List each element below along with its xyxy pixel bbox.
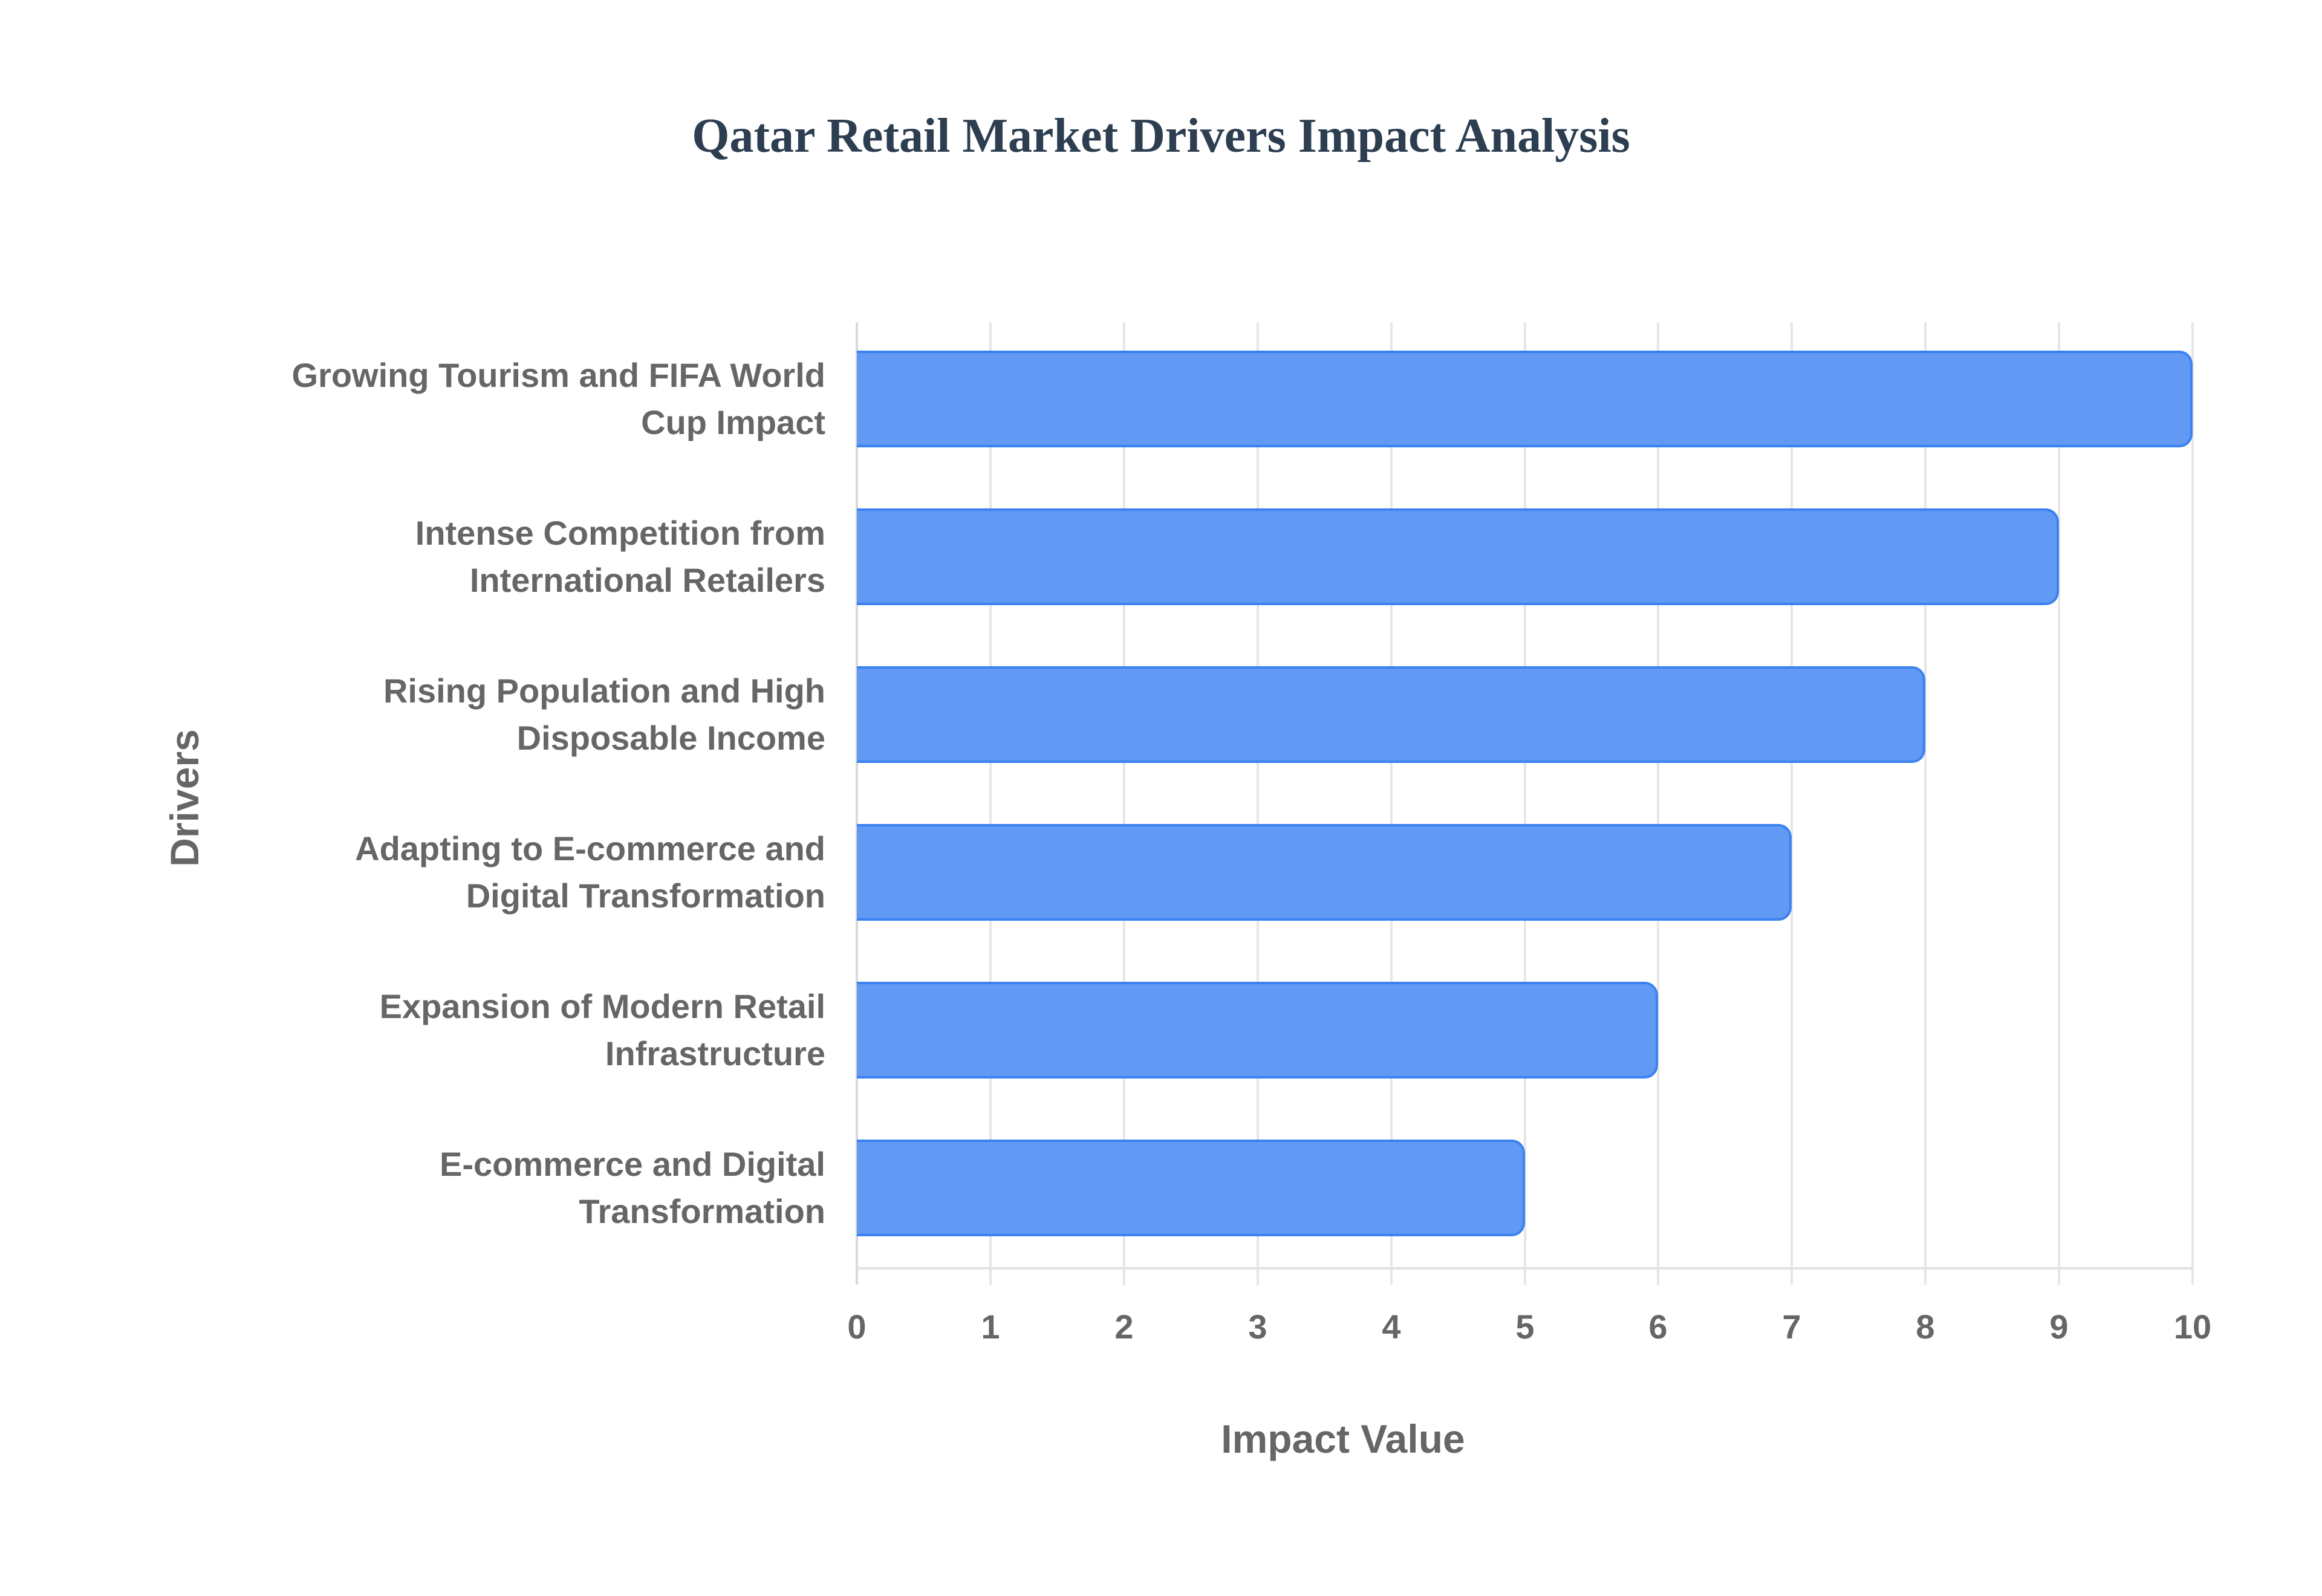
gridline [989, 322, 992, 1285]
label-line: Expansion of Modern Retail [379, 987, 825, 1025]
y-axis-label: Rising Population and High Disposable In… [221, 667, 825, 762]
x-tick-label: 2 [1114, 1308, 1134, 1346]
x-tick-label: 10 [2173, 1308, 2212, 1346]
label-line: International Retailers [469, 561, 825, 599]
y-axis-label: E-commerce and Digital Transformation [221, 1141, 825, 1235]
gridline [2058, 322, 2060, 1285]
label-line: Transformation [579, 1192, 825, 1230]
bar[interactable] [857, 824, 1792, 921]
label-line: Rising Population and High [383, 672, 825, 710]
label-line: Growing Tourism and FIFA World [291, 356, 826, 394]
x-axis-title: Impact Value [1221, 1416, 1465, 1461]
label-line: Cup Impact [641, 403, 825, 441]
x-tick-label: 0 [847, 1308, 867, 1346]
bar[interactable] [857, 982, 1659, 1079]
gridline [1657, 322, 1659, 1285]
gridline [2191, 322, 2194, 1285]
bar[interactable] [857, 1140, 1525, 1236]
bar[interactable] [857, 666, 1926, 763]
label-line: Digital Transformation [466, 877, 825, 915]
x-tick-label: 3 [1248, 1308, 1267, 1346]
bar[interactable] [857, 508, 2060, 605]
x-tick-label: 6 [1648, 1308, 1668, 1346]
gridline [1123, 322, 1125, 1285]
x-tick-label: 1 [981, 1308, 1000, 1346]
label-line: E-commerce and Digital [440, 1145, 825, 1183]
label-line: Intense Competition from [415, 514, 825, 552]
y-axis-label: Expansion of Modern Retail Infrastructur… [221, 983, 825, 1077]
y-axis-title: Drivers [162, 729, 207, 867]
gridline [1390, 322, 1393, 1285]
label-line: Adapting to E-commerce and [355, 829, 825, 868]
gridline [1790, 322, 1793, 1285]
chart-title: Qatar Retail Market Drivers Impact Analy… [692, 109, 1630, 163]
gridline [856, 322, 858, 1285]
y-axis-label: Intense Competition from International R… [221, 510, 825, 604]
gridline [1924, 322, 1927, 1285]
y-axis-label: Growing Tourism and FIFA World Cup Impac… [221, 352, 826, 446]
x-tick-label: 5 [1515, 1308, 1535, 1346]
x-tick-label: 7 [1782, 1308, 1801, 1346]
y-axis-label: Adapting to E-commerce and Digital Trans… [221, 825, 825, 920]
x-tick-label: 8 [1916, 1308, 1935, 1346]
x-tick-label: 9 [2049, 1308, 2069, 1346]
bar[interactable] [857, 351, 2193, 447]
plot-area [856, 322, 2194, 1285]
x-axis-line [857, 1267, 2193, 1270]
label-line: Disposable Income [516, 719, 825, 757]
x-tick-label: 4 [1382, 1308, 1401, 1346]
gridline [1524, 322, 1526, 1285]
gridline [1257, 322, 1259, 1285]
label-line: Infrastructure [605, 1034, 825, 1072]
